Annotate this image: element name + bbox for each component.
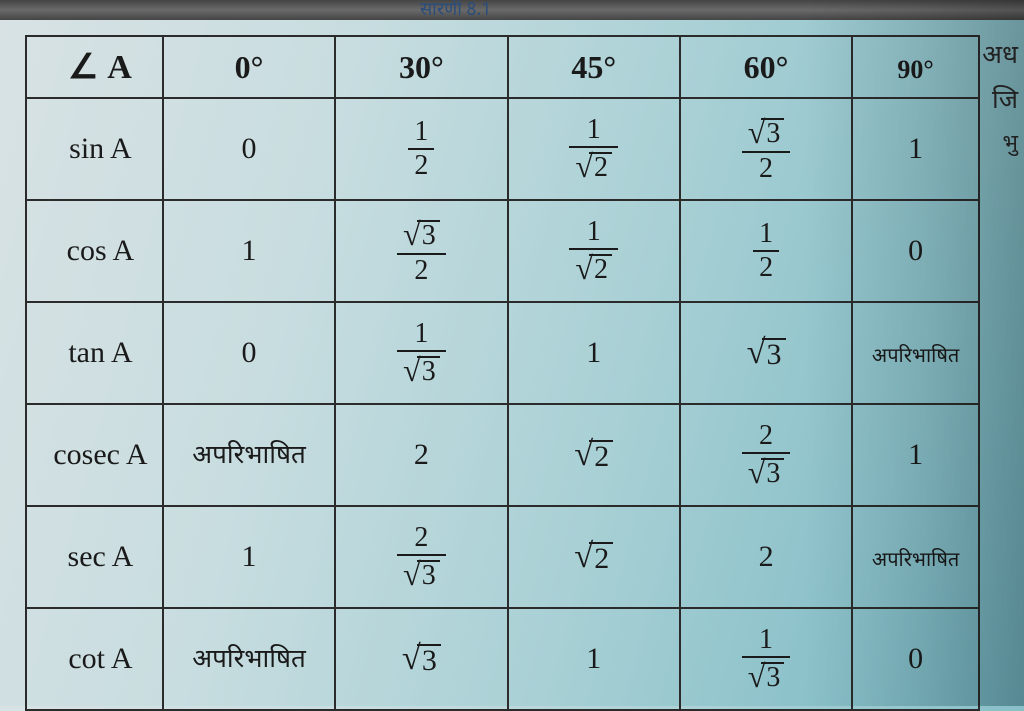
table-cell: 1 xyxy=(163,200,335,302)
table-row: cosec Aअपरिभाषित2√22√31 xyxy=(26,404,979,506)
row-label: cos A xyxy=(26,200,163,302)
table-cell: 1√2 xyxy=(508,98,680,200)
table-cell: अपरिभाषित xyxy=(852,506,979,608)
table-cell: 0 xyxy=(852,200,979,302)
row-label: cot A xyxy=(26,608,163,710)
table-cell: 1 xyxy=(852,404,979,506)
table-cell: 2 xyxy=(680,506,852,608)
table-row: tan A01√31√3अपरिभाषित xyxy=(26,302,979,404)
table-cell: √32 xyxy=(335,200,507,302)
table-cell: 2 xyxy=(335,404,507,506)
header-45deg: 45° xyxy=(508,36,680,98)
table-body: sin A0121√2√321cos A1√321√2120tan A01√31… xyxy=(26,98,979,710)
table-cell: 12 xyxy=(335,98,507,200)
header-90deg-label: 90° xyxy=(897,55,933,84)
table-cell: 2√3 xyxy=(680,404,852,506)
row-label: tan A xyxy=(26,302,163,404)
table-cell: √2 xyxy=(508,506,680,608)
table-cell: 1√3 xyxy=(680,608,852,710)
row-label: sec A xyxy=(26,506,163,608)
margin-fragment-3: भु xyxy=(1003,130,1018,159)
table-cell: 1√3 xyxy=(335,302,507,404)
table-cell: √2 xyxy=(508,404,680,506)
table-cell: √3 xyxy=(680,302,852,404)
table-cell: 1√2 xyxy=(508,200,680,302)
page-edge-shadow xyxy=(0,0,1024,20)
angle-label: ∠ A xyxy=(68,49,133,86)
table-cell: √32 xyxy=(680,98,852,200)
table-cell: √3 xyxy=(335,608,507,710)
table-cell: 0 xyxy=(163,98,335,200)
table-cell: अपरिभाषित xyxy=(163,404,335,506)
table-cell: 1 xyxy=(852,98,979,200)
table-row: cot Aअपरिभाषित√311√30 xyxy=(26,608,979,710)
table-cell: अपरिभाषित xyxy=(163,608,335,710)
margin-fragment-2: जि xyxy=(992,85,1018,119)
header-60deg: 60° xyxy=(680,36,852,98)
table-cell: 2√3 xyxy=(335,506,507,608)
table-row: sin A0121√2√321 xyxy=(26,98,979,200)
table-cell: अपरिभाषित xyxy=(852,302,979,404)
table-cell: 0 xyxy=(852,608,979,710)
table-cell: 1 xyxy=(163,506,335,608)
header-angle-symbol: ∠ A xyxy=(26,36,163,98)
top-fragment-text: सारणी 8.1 xyxy=(420,0,491,23)
table-row: cos A1√321√2120 xyxy=(26,200,979,302)
table-cell: 12 xyxy=(680,200,852,302)
table-cell: 0 xyxy=(163,302,335,404)
table-cell: 1 xyxy=(508,302,680,404)
table-cell: 1 xyxy=(508,608,680,710)
table-header-row: ∠ A 0° 30° 45° 60° 90° xyxy=(26,36,979,98)
header-0deg: 0° xyxy=(163,36,335,98)
margin-fragment-1: अध xyxy=(982,40,1018,74)
row-label: cosec A xyxy=(26,404,163,506)
trig-ratio-table: ∠ A 0° 30° 45° 60° 90° sin A0121√2√321co… xyxy=(25,35,980,711)
header-90deg: 90° xyxy=(852,36,979,98)
table-row: sec A12√3√22अपरिभाषित xyxy=(26,506,979,608)
header-30deg: 30° xyxy=(335,36,507,98)
row-label: sin A xyxy=(26,98,163,200)
